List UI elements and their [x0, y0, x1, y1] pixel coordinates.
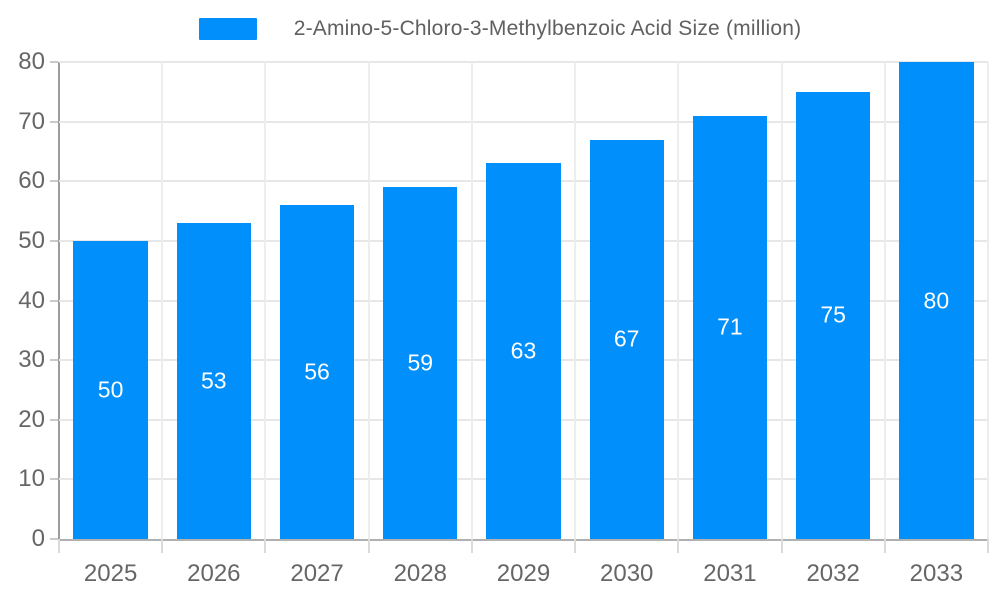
x-axis-labels: 2025 2026 2027 2028 2029 2030 2031 2032 2033 — [59, 560, 988, 588]
bars-layer: 50 53 56 59 63 67 71 75 80 — [59, 62, 988, 539]
bar-cell: 50 — [59, 62, 162, 539]
y-axis-ticks — [50, 61, 58, 540]
x-tick-label: 2031 — [703, 560, 757, 587]
x-tick-mark — [264, 539, 267, 553]
bar-value-label: 56 — [304, 358, 330, 385]
x-tick-label: 2032 — [806, 560, 860, 587]
y-axis-line — [58, 62, 60, 541]
v-gridline — [677, 62, 680, 539]
y-tick-label: 0 — [31, 525, 45, 552]
y-tick-label: 40 — [18, 286, 45, 314]
h-gridline — [59, 61, 988, 63]
y-tick-mark — [50, 359, 58, 362]
y-tick-mark — [50, 418, 58, 421]
bar-value-label: 75 — [820, 301, 846, 328]
bar: 56 — [279, 205, 355, 539]
bar: 71 — [692, 115, 768, 539]
bar-cell: 56 — [265, 62, 368, 539]
bar-value-label: 53 — [201, 367, 227, 394]
y-tick-mark — [50, 180, 58, 183]
legend-label: 2-Amino-5-Chloro-3-Methylbenzoic Acid Si… — [293, 17, 802, 40]
x-axis-line — [58, 539, 988, 541]
v-gridline — [883, 62, 886, 539]
x-tick-mark — [677, 539, 680, 553]
bar-cell: 80 — [885, 62, 988, 539]
h-gridline — [59, 120, 988, 123]
bar-value-label: 71 — [717, 313, 743, 340]
v-gridline — [367, 62, 370, 539]
x-tick-label: 2030 — [600, 560, 654, 587]
x-tick-label: 2028 — [393, 560, 447, 587]
bar-cell: 75 — [782, 62, 885, 539]
v-gridline — [264, 62, 267, 539]
x-tick-label: 2025 — [83, 560, 138, 587]
x-axis-ticks — [58, 539, 989, 553]
x-tick-mark — [161, 539, 164, 553]
y-tick-label: 30 — [18, 346, 45, 374]
v-gridline — [470, 62, 473, 539]
v-gridline — [161, 62, 164, 539]
x-tick-mark — [780, 539, 783, 553]
v-gridline — [987, 62, 989, 539]
bar-cell: 71 — [678, 62, 781, 539]
bar-value-label: 67 — [613, 325, 640, 352]
bar: 80 — [899, 62, 974, 539]
bar-cell: 53 — [162, 62, 265, 539]
bar-cell: 59 — [369, 62, 472, 539]
bar-cell: 67 — [575, 62, 678, 539]
y-tick-label: 20 — [18, 405, 45, 433]
legend-swatch-icon — [198, 18, 257, 40]
y-tick-label: 50 — [18, 226, 45, 254]
bar: 75 — [795, 91, 871, 539]
bar: 59 — [383, 187, 458, 539]
x-tick-mark — [58, 539, 60, 553]
legend: 2-Amino-5-Chloro-3-Methylbenzoic Acid Si… — [0, 17, 1000, 41]
y-tick-label: 70 — [18, 107, 45, 135]
x-tick-mark — [574, 539, 577, 553]
v-gridline — [780, 62, 783, 539]
y-tick-mark — [50, 61, 58, 63]
bar: 53 — [176, 223, 251, 539]
bar: 67 — [589, 139, 664, 539]
y-tick-mark — [50, 538, 58, 540]
bar: 63 — [486, 163, 561, 539]
x-tick-mark — [470, 539, 473, 553]
bar-cell: 63 — [472, 62, 575, 539]
y-tick-label: 10 — [18, 465, 45, 493]
x-tick-label: 2033 — [909, 560, 964, 587]
x-tick-mark — [367, 539, 370, 553]
v-gridline — [574, 62, 577, 539]
legend-item[interactable]: 2-Amino-5-Chloro-3-Methylbenzoic Acid Si… — [198, 17, 802, 41]
x-tick-label: 2027 — [290, 560, 344, 587]
y-tick-mark — [50, 120, 58, 123]
x-tick-label: 2026 — [187, 560, 241, 587]
x-tick-label: 2029 — [496, 560, 551, 587]
y-axis-labels: 0 10 20 30 40 50 60 70 80 — [0, 50, 45, 551]
bar-value-label: 59 — [407, 349, 434, 376]
bar-value-label: 63 — [510, 337, 537, 364]
y-tick-mark — [50, 478, 58, 481]
bar: 50 — [73, 240, 148, 539]
y-tick-label: 60 — [18, 167, 45, 195]
plot-area: 50 53 56 59 63 67 71 75 80 — [59, 61, 989, 539]
y-tick-label: 80 — [18, 48, 45, 75]
x-tick-mark — [883, 539, 886, 553]
bar-value-label: 50 — [97, 376, 124, 403]
x-tick-mark — [987, 539, 989, 553]
y-tick-mark — [50, 299, 58, 302]
bar-value-label: 80 — [923, 287, 950, 313]
y-tick-mark — [50, 239, 58, 242]
